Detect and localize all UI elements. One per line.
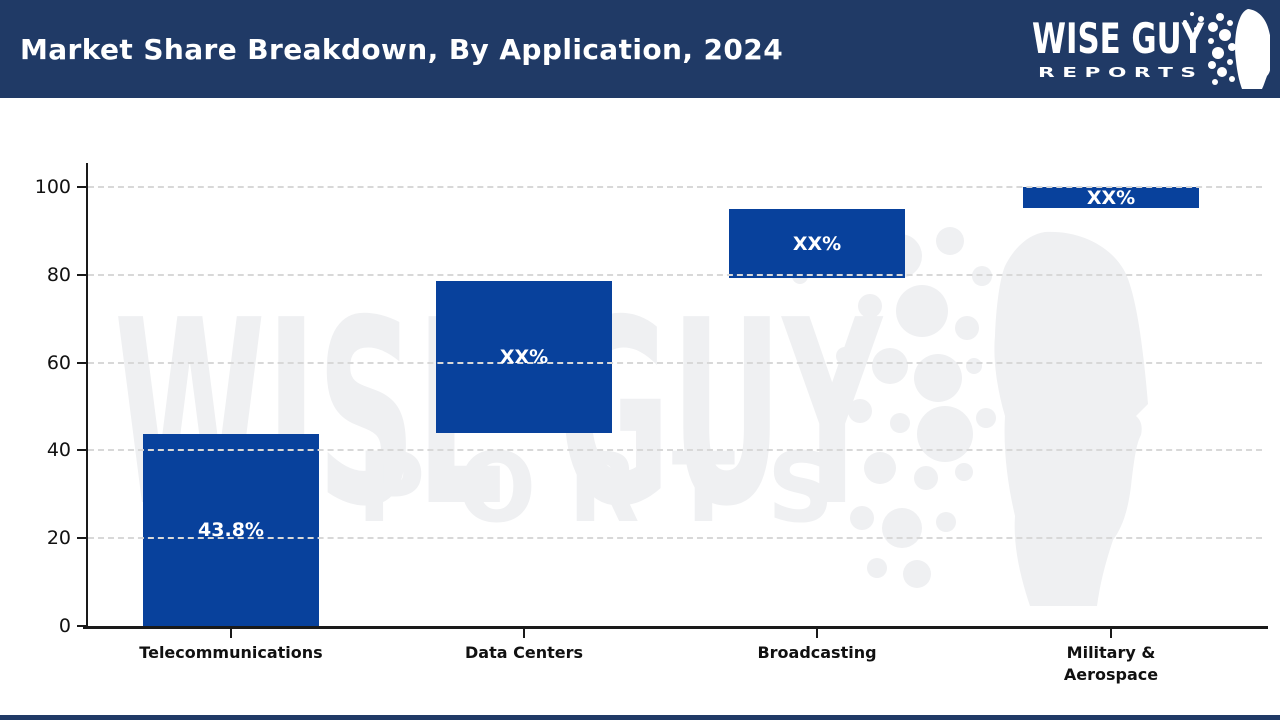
y-tick-mark <box>77 537 86 540</box>
bar-data-centers <box>436 280 612 433</box>
y-tick-label: 80 <box>46 263 71 286</box>
x-tick-mark <box>816 629 818 638</box>
chart-area: WISE GUY R E P O R T S <box>0 98 1280 715</box>
y-tick-mark <box>77 361 86 364</box>
x-tick-mark <box>230 629 232 638</box>
y-tick-label: 100 <box>34 176 71 198</box>
bar-military-aerospace <box>1023 187 1199 209</box>
bar-value-label: 43.8% <box>198 518 264 541</box>
gridline-40 <box>88 449 1262 452</box>
y-tick-mark <box>77 186 86 188</box>
wise-guy-reports-logo: WISE GUY R E P O R T S <box>1032 9 1270 89</box>
plot-area: 0 20 40 60 80 100 43.8% XX% XX% XX% Telecommunicat… <box>0 98 1280 715</box>
header-bar: Market Share Breakdown, By Application, … <box>0 0 1280 98</box>
x-tick-label: Military & Aerospace <box>1063 643 1159 684</box>
x-tick-mark <box>1110 629 1112 638</box>
bar-telecommunications <box>143 433 319 626</box>
gridline-80 <box>88 273 1262 276</box>
logo-subtext: R E P O R T S <box>1038 66 1196 81</box>
gridline-60 <box>88 361 1262 364</box>
y-tick-mark <box>77 273 86 276</box>
bar-value-label: XX% <box>1086 186 1136 209</box>
x-tick-mark <box>523 629 525 638</box>
y-tick-mark <box>77 625 86 627</box>
y-tick-label: 20 <box>46 527 71 550</box>
y-tick-mark <box>77 449 86 452</box>
footer-strip <box>0 715 1280 720</box>
y-axis-line <box>86 163 88 629</box>
logo-wordmark: WISE GUY <box>1032 14 1204 63</box>
x-tick-label: Telecommunications <box>139 643 323 662</box>
page-title: Market Share Breakdown, By Application, … <box>20 32 784 66</box>
gridline-100 <box>88 186 1262 188</box>
bar-value-label: XX% <box>792 232 842 255</box>
bar-broadcasting <box>729 208 905 279</box>
gridline-20 <box>88 537 1262 540</box>
y-tick-label: 60 <box>46 351 71 374</box>
logo-face-icon <box>1183 9 1270 89</box>
bar-value-label: XX% <box>499 345 549 368</box>
x-tick-label: Broadcasting <box>757 643 877 662</box>
y-tick-label: 40 <box>46 439 71 462</box>
x-tick-label: Data Centers <box>465 643 583 662</box>
x-axis-line <box>83 626 1268 629</box>
y-tick-label: 0 <box>58 615 71 637</box>
